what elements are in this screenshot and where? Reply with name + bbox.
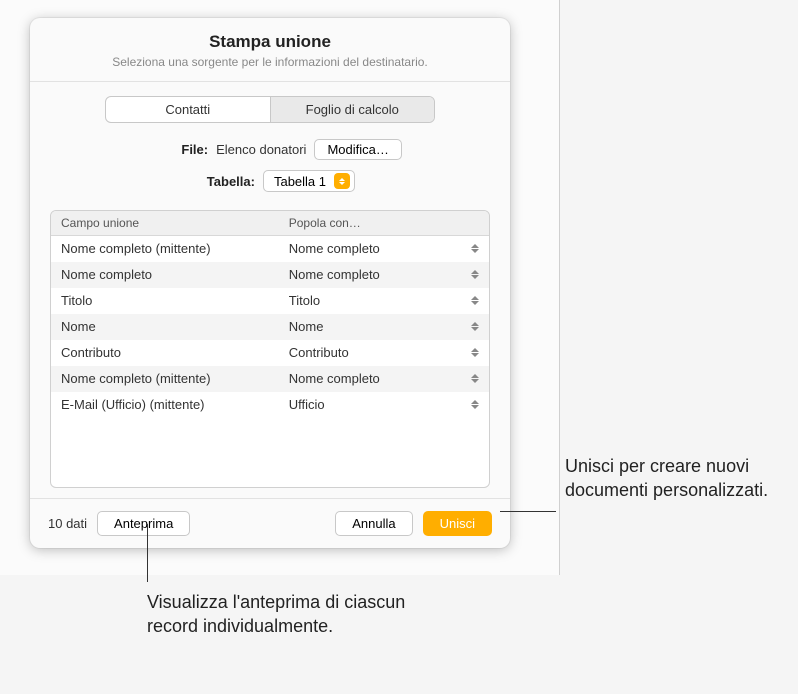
populate-cell[interactable]: Nome <box>279 314 489 339</box>
source-segmented-control: Contatti Foglio di calcolo <box>105 96 435 123</box>
dialog-title: Stampa unione <box>50 32 490 52</box>
table-row: Nome completo Nome completo <box>51 262 489 288</box>
table-label: Tabella: <box>185 174 255 189</box>
table-body: Nome completo (mittente)Nome completoNom… <box>51 236 489 418</box>
chevron-updown-icon <box>471 296 483 305</box>
populate-cell[interactable]: Contributo <box>279 340 489 365</box>
chevron-updown-icon <box>471 374 483 383</box>
chevron-updown-icon <box>334 173 350 189</box>
table-row: Nome completo (mittente) Nome completo <box>51 236 489 262</box>
callout-line <box>500 511 556 512</box>
table-row: Contributo Contributo <box>51 340 489 366</box>
table-dropdown[interactable]: Tabella 1 <box>263 170 355 192</box>
table-row: E-Mail (Ufficio) (mittente) Ufficio <box>51 392 489 418</box>
callout-merge: Unisci per creare nuovi documenti person… <box>565 454 775 503</box>
table-header: Campo unione Popola con… <box>51 211 489 236</box>
file-row: File: Elenco donatori Modifica… <box>50 139 490 160</box>
populate-cell[interactable]: Nome completo <box>279 236 489 261</box>
merge-field-cell: E-Mail (Ufficio) (mittente) <box>51 392 279 417</box>
column-merge-field: Campo unione <box>51 211 279 235</box>
merge-field-cell: Nome completo (mittente) <box>51 236 279 261</box>
populate-value: Nome completo <box>289 267 380 282</box>
chevron-updown-icon <box>471 322 483 331</box>
chevron-updown-icon <box>471 400 483 409</box>
populate-cell[interactable]: Ufficio <box>279 392 489 417</box>
callout-line <box>147 524 148 582</box>
tab-contacts[interactable]: Contatti <box>106 97 270 122</box>
tab-spreadsheet[interactable]: Foglio di calcolo <box>270 97 435 122</box>
populate-value: Ufficio <box>289 397 325 412</box>
merge-field-cell: Contributo <box>51 340 279 365</box>
merge-field-cell: Titolo <box>51 288 279 313</box>
dialog-header: Stampa unione Seleziona una sorgente per… <box>30 18 510 82</box>
dialog-subtitle: Seleziona una sorgente per le informazio… <box>50 55 490 69</box>
record-count: 10 dati <box>48 516 87 531</box>
callout-preview: Visualizza l'anteprima di ciascun record… <box>147 590 407 639</box>
chevron-updown-icon <box>471 270 483 279</box>
chevron-updown-icon <box>471 348 483 357</box>
populate-cell[interactable]: Titolo <box>279 288 489 313</box>
preview-button[interactable]: Anteprima <box>97 511 190 536</box>
populate-cell[interactable]: Nome completo <box>279 262 489 287</box>
table-row: Titolo Titolo <box>51 288 489 314</box>
field-mapping-table: Campo unione Popola con… Nome completo (… <box>50 210 490 488</box>
modify-button[interactable]: Modifica… <box>314 139 401 160</box>
cancel-button[interactable]: Annulla <box>335 511 412 536</box>
populate-cell[interactable]: Nome completo <box>279 366 489 391</box>
populate-value: Nome completo <box>289 371 380 386</box>
column-populate: Popola con… <box>279 211 489 235</box>
populate-value: Titolo <box>289 293 320 308</box>
merge-field-cell: Nome completo (mittente) <box>51 366 279 391</box>
table-row: Nome Nome <box>51 314 489 340</box>
table-row: Tabella: Tabella 1 <box>50 170 490 192</box>
table-dropdown-value: Tabella 1 <box>274 174 326 189</box>
table-row: Nome completo (mittente) Nome completo <box>51 366 489 392</box>
dialog-body: Contatti Foglio di calcolo File: Elenco … <box>30 82 510 498</box>
file-value: Elenco donatori <box>216 142 306 157</box>
populate-value: Nome <box>289 319 324 334</box>
file-label: File: <box>138 142 208 157</box>
dialog-footer: 10 dati Anteprima Annulla Unisci <box>30 498 510 548</box>
merge-button[interactable]: Unisci <box>423 511 492 536</box>
populate-value: Contributo <box>289 345 349 360</box>
mail-merge-dialog: Stampa unione Seleziona una sorgente per… <box>30 18 510 548</box>
merge-field-cell: Nome <box>51 314 279 339</box>
populate-value: Nome completo <box>289 241 380 256</box>
chevron-updown-icon <box>471 244 483 253</box>
merge-field-cell: Nome completo <box>51 262 279 287</box>
